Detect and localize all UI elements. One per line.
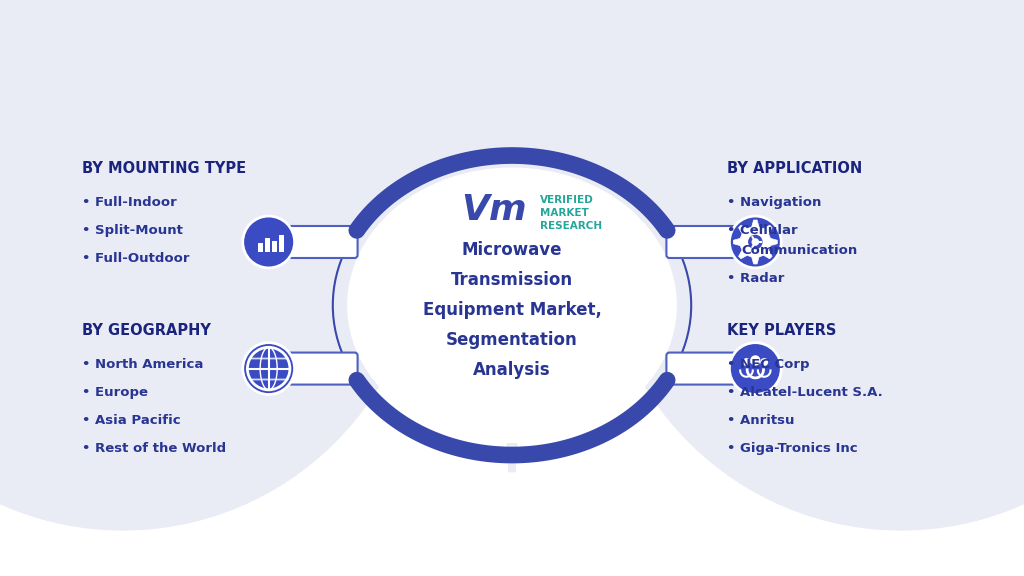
Text: Equipment Market,: Equipment Market, [423,301,601,319]
Circle shape [243,343,295,395]
Text: • NEC Corp: • NEC Corp [727,358,810,370]
Circle shape [729,343,781,395]
Text: • Cellular: • Cellular [727,224,798,237]
Text: Microwave: Microwave [462,241,562,259]
FancyBboxPatch shape [667,353,737,385]
Text: • Full-Indoor: • Full-Indoor [82,196,177,209]
Bar [272,241,276,252]
Text: BY GEOGRAPHY: BY GEOGRAPHY [82,323,211,338]
Text: • North America: • North America [82,358,204,370]
Text: • Alcatel-Lucent S.A.: • Alcatel-Lucent S.A. [727,385,883,399]
Bar [258,243,263,252]
Text: • Anritsu: • Anritsu [727,414,795,427]
Circle shape [760,358,768,366]
Circle shape [742,358,751,366]
Circle shape [602,0,1024,530]
Text: • Full-Outdoor: • Full-Outdoor [82,252,189,266]
Text: • Navigation: • Navigation [727,196,821,209]
Circle shape [753,239,759,245]
FancyBboxPatch shape [287,353,357,385]
Text: KEY PLAYERS: KEY PLAYERS [727,323,837,338]
Text: Communication: Communication [741,244,857,257]
Bar [265,238,270,252]
Text: Transmission: Transmission [451,271,573,289]
Ellipse shape [347,168,677,443]
Text: BY MOUNTING TYPE: BY MOUNTING TYPE [82,161,246,176]
Text: • Giga-Tronics Inc: • Giga-Tronics Inc [727,442,858,454]
Text: Analysis: Analysis [473,361,551,379]
Text: Segmentation: Segmentation [446,331,578,349]
FancyBboxPatch shape [667,226,737,258]
Circle shape [751,355,761,366]
Circle shape [729,216,781,268]
FancyBboxPatch shape [287,226,357,258]
Text: • Radar: • Radar [727,272,784,285]
Circle shape [749,235,763,249]
Circle shape [0,0,423,530]
Text: Vm: Vm [461,194,526,228]
Polygon shape [733,220,777,264]
Polygon shape [20,0,1004,472]
Text: • Europe: • Europe [82,385,147,399]
Text: • Asia Pacific: • Asia Pacific [82,414,180,427]
Text: • Rest of the World: • Rest of the World [82,442,226,454]
Circle shape [243,216,295,268]
Bar [280,235,284,252]
Text: VERIFIED
MARKET
RESEARCH: VERIFIED MARKET RESEARCH [540,195,602,232]
Text: • Split-Mount: • Split-Mount [82,224,183,237]
Text: BY APPLICATION: BY APPLICATION [727,161,862,176]
